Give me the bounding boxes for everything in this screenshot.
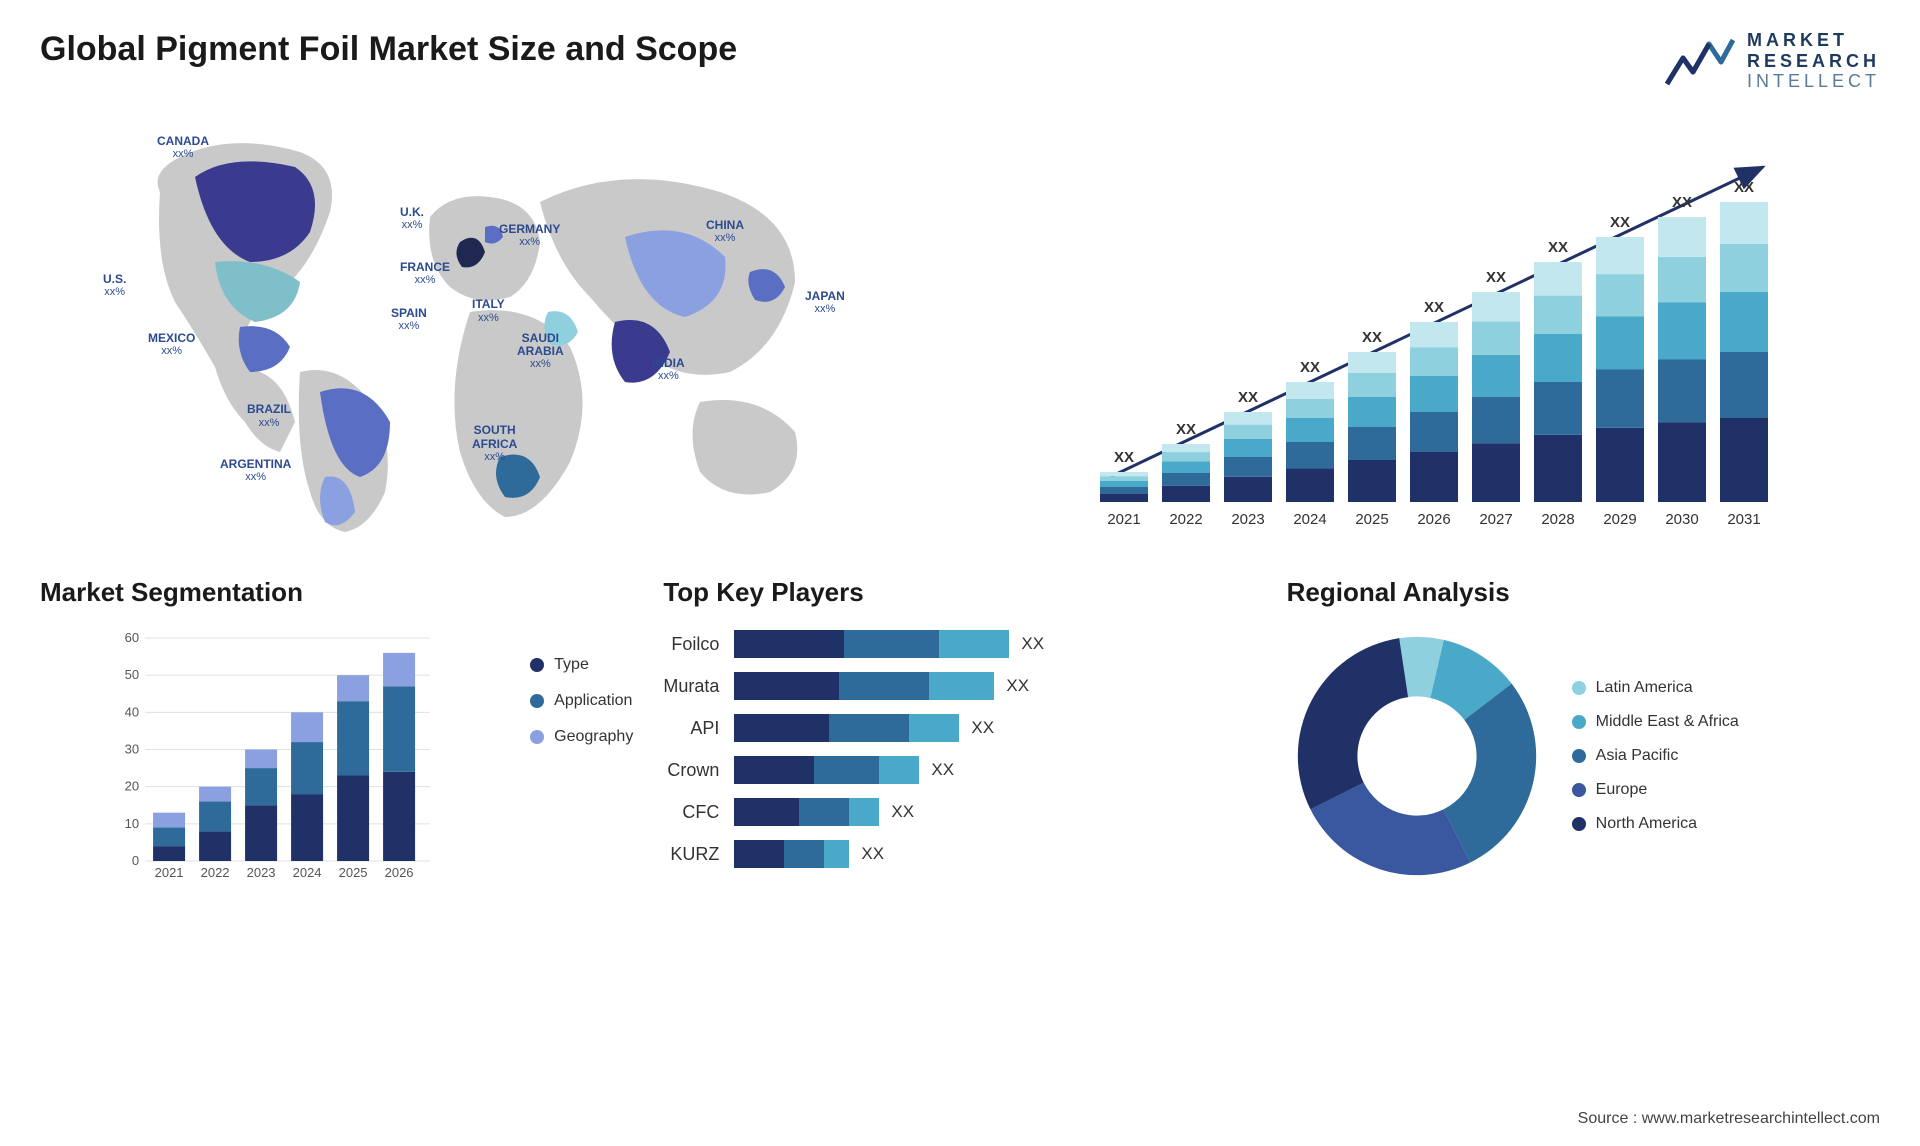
- svg-text:2026: 2026: [385, 865, 414, 880]
- brand-logo: MARKET RESEARCH INTELLECT: [1665, 30, 1880, 92]
- svg-text:2030: 2030: [1665, 511, 1698, 528]
- regional-legend-latin-america: Latin America: [1572, 679, 1739, 697]
- regional-legend-middle-east-africa: Middle East & Africa: [1572, 713, 1739, 731]
- svg-text:2025: 2025: [339, 865, 368, 880]
- svg-text:2026: 2026: [1417, 511, 1450, 528]
- segmentation-title: Market Segmentation: [40, 577, 633, 608]
- svg-text:50: 50: [125, 667, 139, 682]
- svg-text:XX: XX: [1672, 194, 1692, 211]
- player-bar-kurz: XX: [734, 840, 1256, 868]
- regional-legend-europe: Europe: [1572, 781, 1739, 799]
- regional-legend: Latin America Middle East & Africa Asia Pa…: [1572, 679, 1739, 833]
- svg-text:XX: XX: [1238, 389, 1258, 406]
- map-label-germany: GERMANYxx%: [499, 223, 560, 248]
- seg-legend-geography: Geography: [530, 728, 633, 746]
- svg-text:XX: XX: [1176, 421, 1196, 438]
- svg-text:XX: XX: [1610, 214, 1630, 231]
- svg-text:2021: 2021: [155, 865, 184, 880]
- svg-text:XX: XX: [1486, 269, 1506, 286]
- map-label-south-africa: SOUTHAFRICAxx%: [472, 424, 517, 462]
- svg-text:60: 60: [125, 630, 139, 645]
- seg-legend-type: Type: [530, 656, 633, 674]
- svg-text:XX: XX: [1114, 449, 1134, 466]
- svg-text:2028: 2028: [1541, 511, 1574, 528]
- player-bar-foilco: XX: [734, 630, 1256, 658]
- player-label-crown: Crown: [667, 756, 719, 784]
- player-bar-crown: XX: [734, 756, 1256, 784]
- regional-legend-north-america: North America: [1572, 815, 1739, 833]
- svg-text:2027: 2027: [1479, 511, 1512, 528]
- page-title: Global Pigment Foil Market Size and Scop…: [40, 30, 737, 69]
- svg-text:2025: 2025: [1355, 511, 1388, 528]
- svg-text:20: 20: [125, 779, 139, 794]
- map-label-france: FRANCExx%: [400, 261, 450, 286]
- svg-text:XX: XX: [1734, 179, 1754, 196]
- player-label-api: API: [690, 714, 719, 742]
- forecast-chart-svg: XX 2021 XX 2022 XX 2023 XX 2024 XX 2025 XX 2026 XX 20…: [980, 122, 1880, 542]
- players-bars: XX XX XX XX XX XX: [734, 626, 1256, 868]
- player-label-kurz: KURZ: [670, 840, 719, 868]
- svg-text:2022: 2022: [201, 865, 230, 880]
- map-label-brazil: BRAZILxx%: [247, 403, 291, 428]
- segmentation-chart-svg: 0 10 20 30 40 50 60 2021 2022 2023 2024 2025 2026: [40, 626, 510, 886]
- svg-text:2024: 2024: [1293, 511, 1326, 528]
- map-label-india: INDIAxx%: [652, 357, 685, 382]
- svg-text:XX: XX: [1424, 299, 1444, 316]
- svg-text:2031: 2031: [1727, 511, 1760, 528]
- svg-text:XX: XX: [1362, 329, 1382, 346]
- map-label-canada: CANADAxx%: [157, 135, 209, 160]
- regional-legend-asia-pacific: Asia Pacific: [1572, 747, 1739, 765]
- map-label-spain: SPAINxx%: [391, 307, 427, 332]
- map-label-mexico: MEXICOxx%: [148, 332, 195, 357]
- map-label-italy: ITALYxx%: [472, 298, 505, 323]
- svg-text:40: 40: [125, 704, 139, 719]
- svg-text:XX: XX: [1300, 359, 1320, 376]
- player-bar-murata: XX: [734, 672, 1256, 700]
- segmentation-legend: Type Application Geography: [530, 626, 633, 886]
- player-label-murata: Murata: [663, 672, 719, 700]
- map-label-u-k-: U.K.xx%: [400, 206, 424, 231]
- svg-text:2022: 2022: [1169, 511, 1202, 528]
- regional-donut-svg: [1287, 626, 1547, 886]
- player-label-cfc: CFC: [682, 798, 719, 826]
- svg-text:XX: XX: [1548, 239, 1568, 256]
- logo-line2: RESEARCH: [1747, 51, 1880, 72]
- svg-text:2023: 2023: [247, 865, 276, 880]
- players-panel: Top Key Players Foilco Murata API Crown CFC K…: [663, 577, 1256, 886]
- svg-text:2023: 2023: [1231, 511, 1264, 528]
- map-label-japan: JAPANxx%: [805, 290, 845, 315]
- map-label-saudi-arabia: SAUDIARABIAxx%: [517, 332, 564, 370]
- segmentation-panel: Market Segmentation 0 10 20 30 40 50 60 2021 202…: [40, 577, 633, 886]
- world-map: CANADAxx% U.S.xx% MEXICOxx% BRAZILxx% ARGENT…: [40, 122, 940, 542]
- svg-text:10: 10: [125, 816, 139, 831]
- players-title: Top Key Players: [663, 577, 1256, 608]
- map-label-argentina: ARGENTINAxx%: [220, 458, 291, 483]
- logo-line3: INTELLECT: [1747, 71, 1880, 92]
- svg-text:2024: 2024: [293, 865, 322, 880]
- map-label-china: CHINAxx%: [706, 219, 744, 244]
- svg-text:2021: 2021: [1107, 511, 1140, 528]
- forecast-chart: XX 2021 XX 2022 XX 2023 XX 2024 XX 2025 XX 2026 XX 20…: [980, 122, 1880, 542]
- map-label-u-s-: U.S.xx%: [103, 273, 126, 298]
- seg-legend-application: Application: [530, 692, 633, 710]
- svg-text:0: 0: [132, 853, 139, 868]
- logo-icon: [1665, 34, 1735, 89]
- svg-text:2029: 2029: [1603, 511, 1636, 528]
- players-labels: Foilco Murata API Crown CFC KURZ: [663, 626, 719, 868]
- player-label-foilco: Foilco: [671, 630, 719, 658]
- player-bar-cfc: XX: [734, 798, 1256, 826]
- regional-panel: Regional Analysis Latin America Middle Ea…: [1287, 577, 1880, 886]
- source-text: Source : www.marketresearchintellect.com: [1578, 1110, 1880, 1128]
- svg-text:30: 30: [125, 742, 139, 757]
- player-bar-api: XX: [734, 714, 1256, 742]
- regional-title: Regional Analysis: [1287, 577, 1880, 608]
- logo-line1: MARKET: [1747, 30, 1880, 51]
